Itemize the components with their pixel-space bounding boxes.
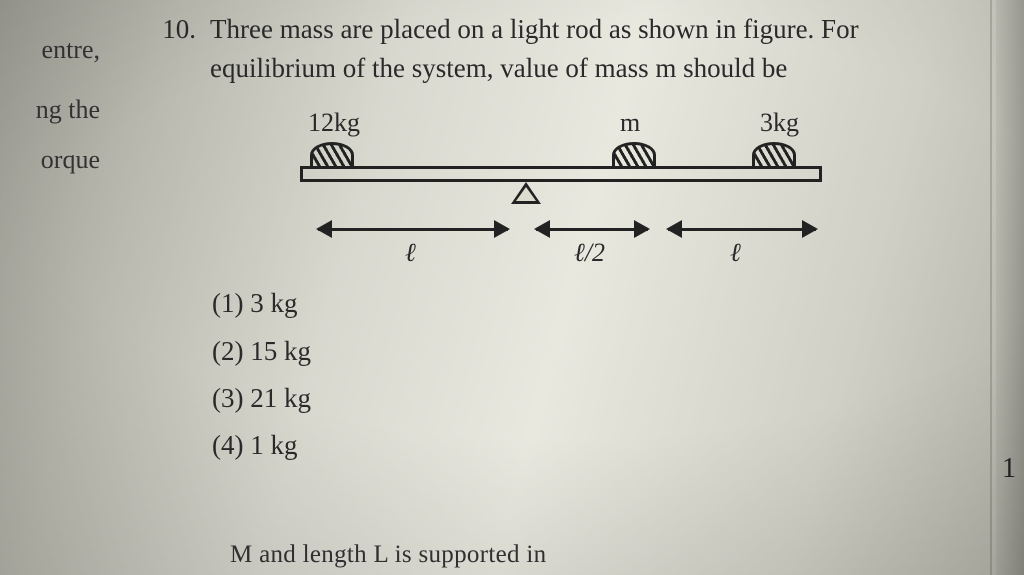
segment-label-lhalf: ℓ/2: [574, 238, 605, 268]
segment-label-l2: ℓ: [730, 238, 741, 268]
option-3: (3) 21 kg: [212, 375, 990, 422]
question-row: 10. Three mass are placed on a light rod…: [150, 10, 990, 88]
label-mass-12kg: 12kg: [308, 108, 360, 138]
mass-hemisphere-left-icon: [310, 142, 354, 166]
segment-label-l1: ℓ: [405, 238, 416, 268]
rod-bar: [300, 166, 822, 182]
question-block: 10. Three mass are placed on a light rod…: [150, 10, 990, 469]
mass-hemisphere-right-icon: [752, 142, 796, 166]
option-4: (4) 1 kg: [212, 422, 990, 469]
margin-word-2: ng the: [36, 95, 100, 125]
mass-hemisphere-mid-icon: [612, 142, 656, 166]
next-question-fragment: M and length L is supported in: [230, 541, 546, 569]
dimension-arrows: ℓ ℓ/2 ℓ: [290, 214, 850, 258]
page-right-shadow: [996, 0, 1024, 575]
left-margin-cut-text: entre, ng the orque: [0, 0, 120, 575]
margin-word-3: orque: [41, 145, 100, 175]
answer-options: (1) 3 kg (2) 15 kg (3) 21 kg (4) 1 kg: [212, 280, 990, 469]
label-mass-m: m: [620, 108, 640, 138]
question-text: Three mass are placed on a light rod as …: [210, 10, 990, 88]
next-page-number-fragment: 1: [1002, 453, 1016, 485]
double-arrow-lhalf: [536, 228, 648, 231]
page-fold-line: [990, 0, 992, 575]
mass-labels-row: 12kg m 3kg: [290, 102, 850, 138]
option-1: (1) 3 kg: [212, 280, 990, 327]
double-arrow-l2: [668, 228, 816, 231]
option-2: (2) 15 kg: [212, 328, 990, 375]
label-mass-3kg: 3kg: [760, 108, 799, 138]
double-arrow-l1: [318, 228, 508, 231]
margin-word-1: entre,: [42, 35, 100, 65]
question-number: 10.: [150, 10, 196, 88]
rod-diagram: 12kg m 3kg ℓ ℓ/2 ℓ: [290, 102, 850, 262]
pivot-triangle-icon: [511, 182, 541, 204]
